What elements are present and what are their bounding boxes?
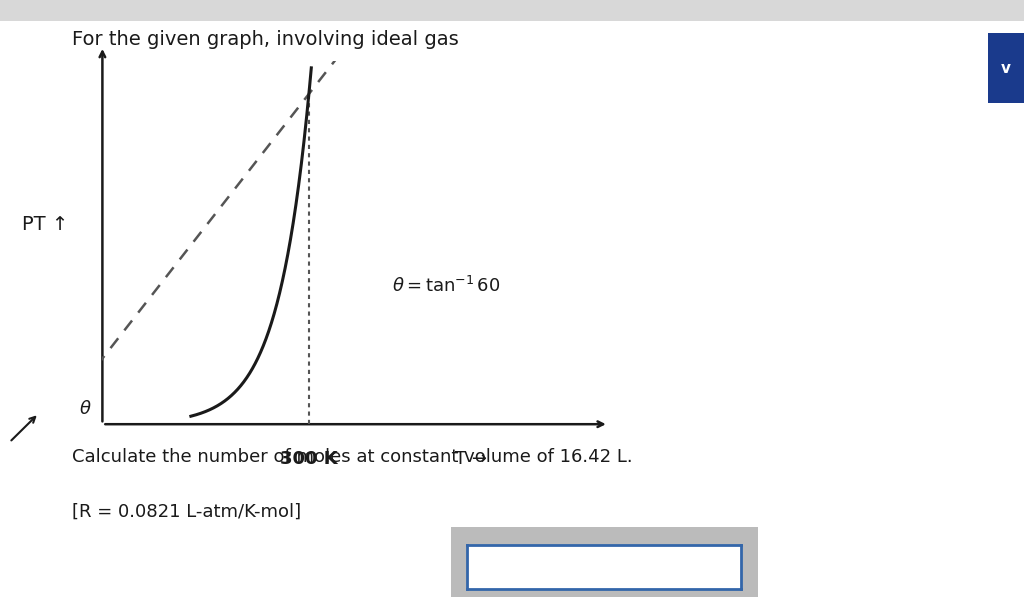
Text: PT ↑: PT ↑ [22,215,68,234]
Text: 300 K: 300 K [280,450,338,468]
Text: $\theta = \tan^{-1}60$: $\theta = \tan^{-1}60$ [392,276,501,296]
Text: For the given graph, involving ideal gas: For the given graph, involving ideal gas [72,30,459,49]
Text: Calculate the number of moles at constant volume of 16.42 L.: Calculate the number of moles at constan… [72,448,632,467]
Text: v: v [1001,61,1011,76]
Text: $\theta$: $\theta$ [79,400,92,418]
Text: [R = 0.0821 L-atm/K-mol]: [R = 0.0821 L-atm/K-mol] [72,503,301,521]
Text: T →: T → [455,450,487,468]
